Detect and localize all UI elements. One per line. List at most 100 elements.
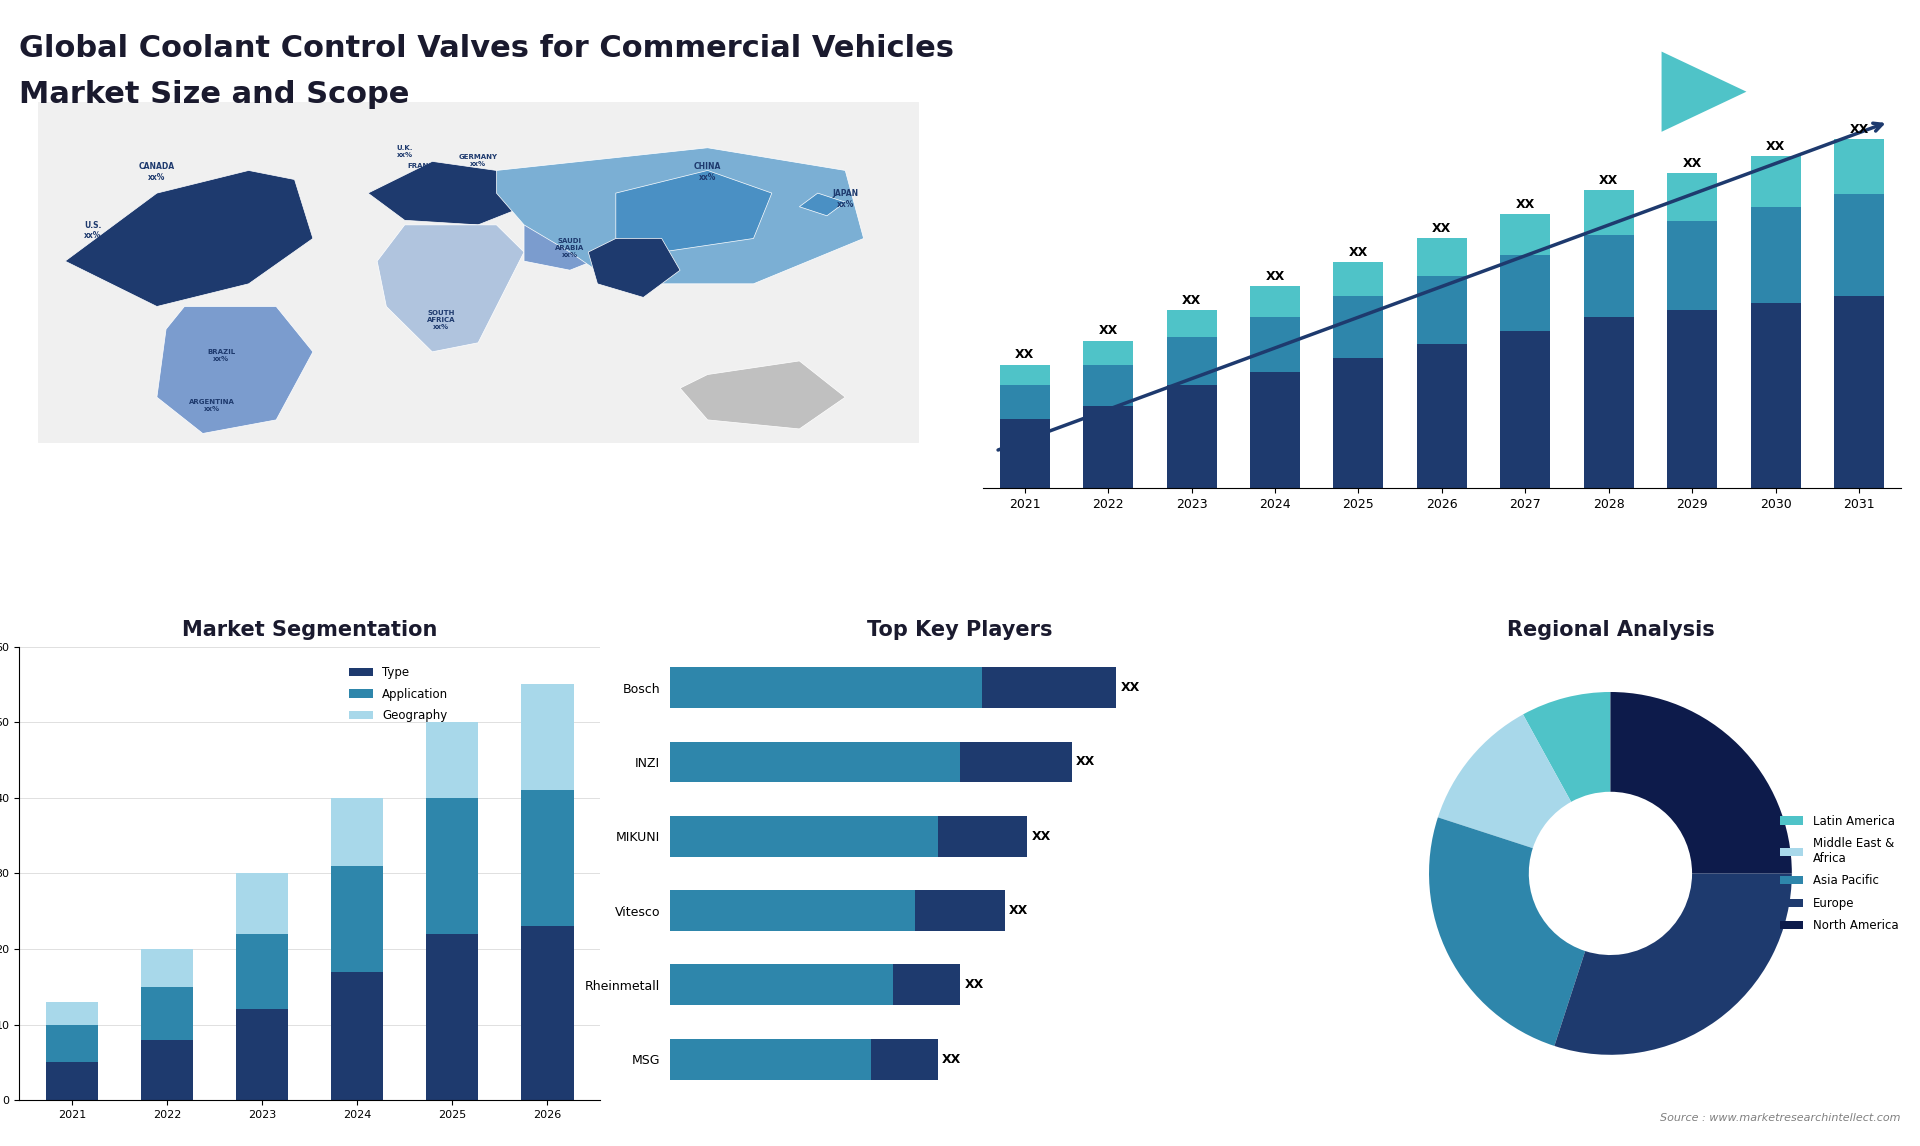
Bar xyxy=(1751,207,1801,304)
Text: XX: XX xyxy=(1432,222,1452,235)
Bar xyxy=(1500,256,1549,330)
Polygon shape xyxy=(65,171,313,306)
Text: XX: XX xyxy=(1849,123,1868,135)
Bar xyxy=(1083,364,1133,406)
Text: ITALY
xx%: ITALY xx% xyxy=(476,204,497,217)
Bar xyxy=(1500,214,1549,256)
Text: Source : www.marketresearchintellect.com: Source : www.marketresearchintellect.com xyxy=(1661,1113,1901,1123)
Bar xyxy=(1667,221,1716,311)
Bar xyxy=(520,684,574,791)
Bar xyxy=(670,1038,870,1080)
Bar xyxy=(1167,311,1217,337)
Wedge shape xyxy=(1438,714,1571,848)
Bar xyxy=(46,1062,98,1100)
Text: MEXICO
xx%: MEXICO xx% xyxy=(140,275,175,295)
Bar xyxy=(236,873,288,934)
Text: XX: XX xyxy=(1682,157,1701,170)
Polygon shape xyxy=(616,171,772,252)
Polygon shape xyxy=(680,361,845,429)
Text: XX: XX xyxy=(943,1053,962,1066)
Text: XX: XX xyxy=(1121,681,1140,694)
Bar xyxy=(1584,190,1634,235)
Bar xyxy=(1083,340,1133,364)
Bar xyxy=(1834,297,1884,488)
Bar xyxy=(670,816,937,857)
Bar xyxy=(1584,235,1634,317)
Bar xyxy=(1751,304,1801,488)
Text: GERMANY
xx%: GERMANY xx% xyxy=(459,154,497,167)
Bar xyxy=(1417,276,1467,344)
Text: XX: XX xyxy=(964,979,983,991)
Text: XX: XX xyxy=(1599,174,1619,187)
Text: U.S.
xx%: U.S. xx% xyxy=(84,221,102,241)
Bar xyxy=(670,667,983,708)
Text: INDIA
xx%: INDIA xx% xyxy=(603,266,628,285)
Text: FRANCE
xx%: FRANCE xx% xyxy=(407,163,438,176)
Bar xyxy=(140,1039,194,1100)
Text: XX: XX xyxy=(1016,348,1035,361)
Bar xyxy=(330,972,384,1100)
Text: XX: XX xyxy=(1350,245,1369,259)
Wedge shape xyxy=(1523,692,1611,802)
Legend: Latin America, Middle East &
Africa, Asia Pacific, Europe, North America: Latin America, Middle East & Africa, Asi… xyxy=(1776,810,1903,937)
Bar xyxy=(1167,337,1217,385)
Bar xyxy=(1417,238,1467,276)
Bar xyxy=(1834,139,1884,194)
Bar xyxy=(140,949,194,987)
Bar xyxy=(1250,286,1300,317)
Bar xyxy=(1000,385,1050,419)
Bar xyxy=(520,926,574,1100)
Text: ARGENTINA
xx%: ARGENTINA xx% xyxy=(188,399,234,411)
Polygon shape xyxy=(588,238,680,298)
Title: Top Key Players: Top Key Players xyxy=(868,620,1052,639)
Title: Market Segmentation: Market Segmentation xyxy=(182,620,438,639)
Text: RESEARCH: RESEARCH xyxy=(1772,93,1830,102)
Text: XX: XX xyxy=(1098,324,1117,337)
Text: XX: XX xyxy=(1515,198,1534,211)
Polygon shape xyxy=(497,148,864,284)
Text: CHINA
xx%: CHINA xx% xyxy=(693,162,722,181)
Bar xyxy=(1000,364,1050,385)
Bar xyxy=(46,1002,98,1025)
Text: SPAIN
xx%: SPAIN xx% xyxy=(447,186,472,198)
Bar xyxy=(1332,262,1384,297)
Text: INTELLECT: INTELLECT xyxy=(1772,110,1830,119)
Bar xyxy=(893,965,960,1005)
Text: Market Size and Scope: Market Size and Scope xyxy=(19,80,409,109)
Wedge shape xyxy=(1428,817,1586,1046)
Title: Regional Analysis: Regional Analysis xyxy=(1507,620,1715,639)
Bar xyxy=(140,987,194,1039)
Text: XX: XX xyxy=(1010,904,1029,917)
Text: CANADA
xx%: CANADA xx% xyxy=(138,162,175,181)
Text: XX: XX xyxy=(1031,830,1050,842)
Bar xyxy=(236,1010,288,1100)
Text: SAUDI
ARABIA
xx%: SAUDI ARABIA xx% xyxy=(555,237,584,258)
Bar xyxy=(1332,297,1384,358)
Text: XX: XX xyxy=(1766,140,1786,152)
Bar xyxy=(236,934,288,1010)
Bar xyxy=(1332,358,1384,488)
Bar xyxy=(1250,317,1300,371)
Bar xyxy=(1751,156,1801,207)
Bar xyxy=(46,1025,98,1062)
Polygon shape xyxy=(38,102,918,442)
Text: MARKET: MARKET xyxy=(1772,76,1816,85)
Polygon shape xyxy=(799,194,845,215)
Text: XX: XX xyxy=(1075,755,1096,769)
Bar xyxy=(1500,330,1549,488)
Polygon shape xyxy=(157,306,313,433)
Wedge shape xyxy=(1555,873,1791,1054)
Text: XX: XX xyxy=(1183,293,1202,307)
Bar xyxy=(670,741,960,783)
Text: U.K.
xx%: U.K. xx% xyxy=(396,144,413,158)
Bar xyxy=(937,816,1027,857)
Text: JAPAN
xx%: JAPAN xx% xyxy=(831,189,858,209)
Bar xyxy=(1667,311,1716,488)
Bar xyxy=(426,934,478,1100)
Bar xyxy=(426,722,478,798)
Bar xyxy=(670,890,916,931)
Legend: Type, Application, Geography: Type, Application, Geography xyxy=(344,661,453,727)
Polygon shape xyxy=(369,162,524,225)
Bar xyxy=(870,1038,937,1080)
Bar xyxy=(520,791,574,926)
